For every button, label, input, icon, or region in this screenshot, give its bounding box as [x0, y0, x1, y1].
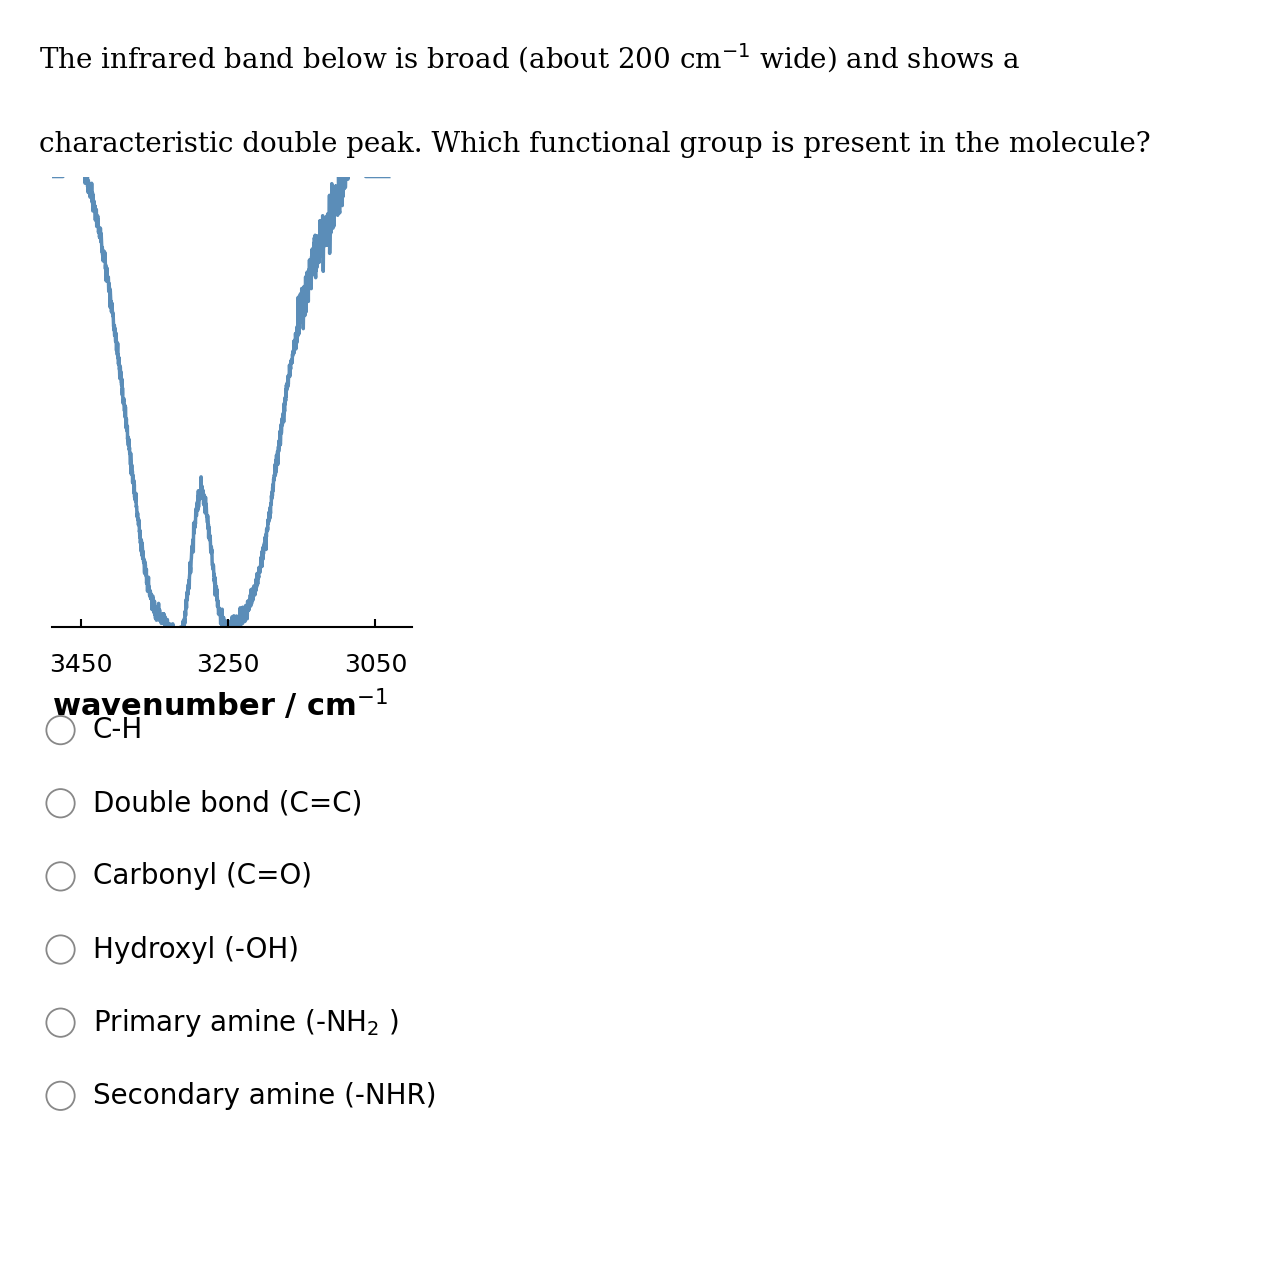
Text: Secondary amine (-NHR): Secondary amine (-NHR) [93, 1082, 437, 1110]
Text: 3450: 3450 [49, 653, 113, 677]
Text: Carbonyl (C=O): Carbonyl (C=O) [93, 863, 312, 890]
Text: wavenumber / cm$^{-1}$: wavenumber / cm$^{-1}$ [52, 687, 388, 723]
Text: Double bond (C=C): Double bond (C=C) [93, 789, 362, 817]
Text: characteristic double peak. Which functional group is present in the molecule?: characteristic double peak. Which functi… [39, 131, 1150, 158]
Text: Hydroxyl (-OH): Hydroxyl (-OH) [93, 936, 299, 963]
Text: Primary amine (-NH$_2$ ): Primary amine (-NH$_2$ ) [93, 1006, 398, 1039]
Text: The infrared band below is broad (about 200 cm$^{-1}$ wide) and shows a: The infrared band below is broad (about … [39, 42, 1020, 74]
Text: 3050: 3050 [344, 653, 407, 677]
Text: C-H: C-H [93, 716, 143, 744]
Text: 3250: 3250 [196, 653, 260, 677]
